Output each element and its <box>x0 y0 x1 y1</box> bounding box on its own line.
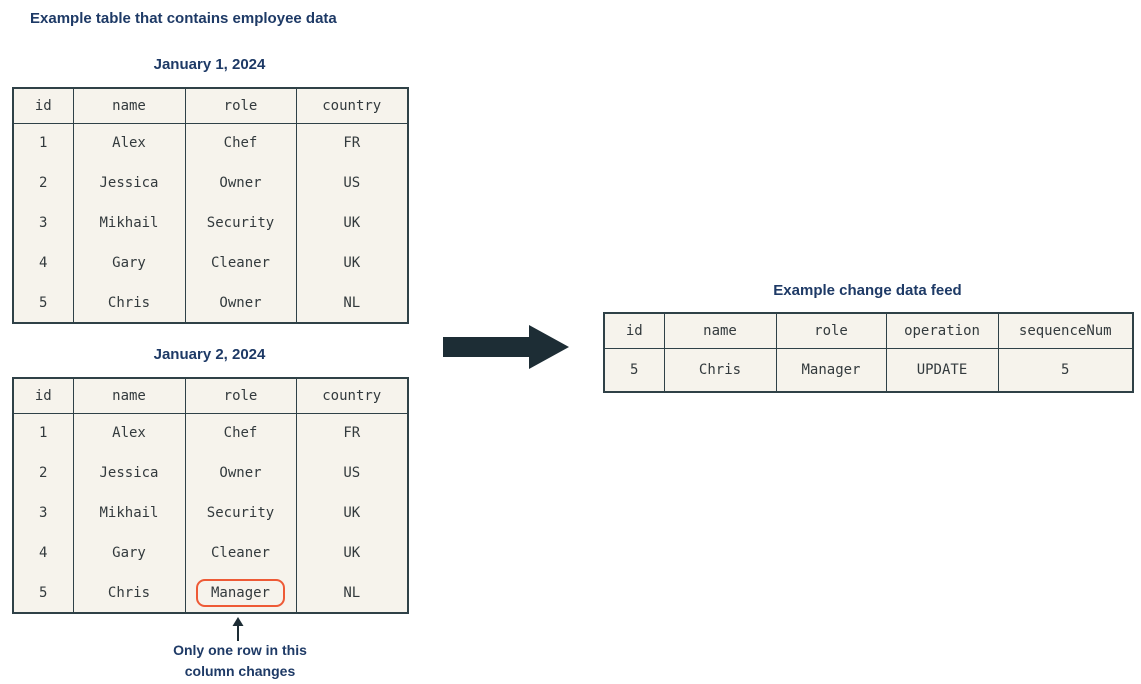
table-cell: 2 <box>12 453 73 493</box>
table-row: 1 Alex Chef FR <box>12 413 408 453</box>
table-row: 2 Jessica Owner US <box>12 163 408 203</box>
header-cell: id <box>12 88 73 124</box>
employee-table-jan2: id name role country 1 Alex Chef FR 2 Jessica Owne… <box>12 377 409 614</box>
table-cell: Chris <box>72 283 185 323</box>
table-cell: Chef <box>184 413 296 453</box>
header-cell: role <box>184 378 296 414</box>
header-cell: id <box>603 313 664 349</box>
right-arrow-icon <box>443 325 569 369</box>
header-cell: sequenceNum <box>997 313 1133 349</box>
table-cell: US <box>295 453 408 493</box>
table-cell: Jessica <box>72 163 185 203</box>
table-header-row: id name role country <box>12 88 408 124</box>
header-cell: name <box>72 88 185 124</box>
table-cell: Chef <box>184 123 296 163</box>
table-cell: Mikhail <box>72 493 185 533</box>
table-cell: Alex <box>72 123 185 163</box>
table-cell: Jessica <box>72 453 185 493</box>
table-cell: Mikhail <box>72 203 185 243</box>
header-cell: id <box>12 378 73 414</box>
table-cell: 4 <box>12 243 73 283</box>
cdf-title: Example change data feed <box>773 282 962 299</box>
caption-line-2: column changes <box>184 663 296 679</box>
table-cell: Chris <box>72 573 185 613</box>
header-cell: role <box>775 313 886 349</box>
highlighted-cell-value: Manager <box>195 578 285 607</box>
table-header-row: id name role operation sequenceNum <box>603 313 1133 349</box>
table-row: 4 Gary Cleaner UK <box>12 533 408 573</box>
header-cell: role <box>184 88 296 124</box>
table-header-row: id name role country <box>12 378 408 414</box>
header-cell: operation <box>885 313 998 349</box>
table-cell: NL <box>295 283 408 323</box>
header-cell: country <box>295 378 408 414</box>
table-cell: Security <box>184 493 296 533</box>
table-cell: Owner <box>184 453 296 493</box>
table-cell: 5 <box>603 348 664 392</box>
table-cell: 5 <box>12 573 73 613</box>
table-cell: Alex <box>72 413 185 453</box>
header-cell: name <box>72 378 185 414</box>
table-cell: FR <box>295 413 408 453</box>
table-cell: NL <box>295 573 408 613</box>
page-title: Example table that contains employee dat… <box>30 10 337 27</box>
table-cell: UK <box>295 533 408 573</box>
table-cell: UPDATE <box>885 348 998 392</box>
table-cell: UK <box>295 493 408 533</box>
employee-table-jan1: id name role country 1 Alex Chef FR 2 Jessica Owne… <box>12 87 409 324</box>
table-row: 5 Chris Manager NL <box>12 573 408 613</box>
table-cell: 2 <box>12 163 73 203</box>
header-cell: country <box>295 88 408 124</box>
table-cell: 1 <box>12 123 73 163</box>
table-row: 3 Mikhail Security UK <box>12 203 408 243</box>
table-cell: Gary <box>72 533 185 573</box>
table-cell: 4 <box>12 533 73 573</box>
up-arrow-icon <box>232 617 244 641</box>
table-cell: Security <box>184 203 296 243</box>
header-cell: name <box>663 313 776 349</box>
table-cell: Gary <box>72 243 185 283</box>
table-row: 4 Gary Cleaner UK <box>12 243 408 283</box>
table-cell: Owner <box>184 163 296 203</box>
table-cell: Manager <box>775 348 886 392</box>
table-cell: Manager <box>184 573 296 613</box>
table-cell: US <box>295 163 408 203</box>
table-cell: FR <box>295 123 408 163</box>
table-cell: UK <box>295 243 408 283</box>
table-cell: 3 <box>12 493 73 533</box>
table-cell: Cleaner <box>184 243 296 283</box>
table-cell: 5 <box>12 283 73 323</box>
caption-line-1: Only one row in this <box>173 642 307 658</box>
table-cell: 5 <box>997 348 1133 392</box>
table-row: 5 Chris Owner NL <box>12 283 408 323</box>
table-cell: 1 <box>12 413 73 453</box>
change-caption: Only one row in this column changes <box>118 640 362 682</box>
table-cell: UK <box>295 203 408 243</box>
table-cell: Chris <box>663 348 776 392</box>
change-data-feed-table: id name role operation sequenceNum 5 Chris Mana… <box>603 312 1134 393</box>
table-cell: Owner <box>184 283 296 323</box>
table1-title: January 1, 2024 <box>153 56 266 73</box>
table-row: 3 Mikhail Security UK <box>12 493 408 533</box>
table-row: 2 Jessica Owner US <box>12 453 408 493</box>
table-row: 5 Chris Manager UPDATE 5 <box>603 348 1133 392</box>
table-row: 1 Alex Chef FR <box>12 123 408 163</box>
table-cell: 3 <box>12 203 73 243</box>
table-cell: Cleaner <box>184 533 296 573</box>
table2-title: January 2, 2024 <box>153 346 266 363</box>
